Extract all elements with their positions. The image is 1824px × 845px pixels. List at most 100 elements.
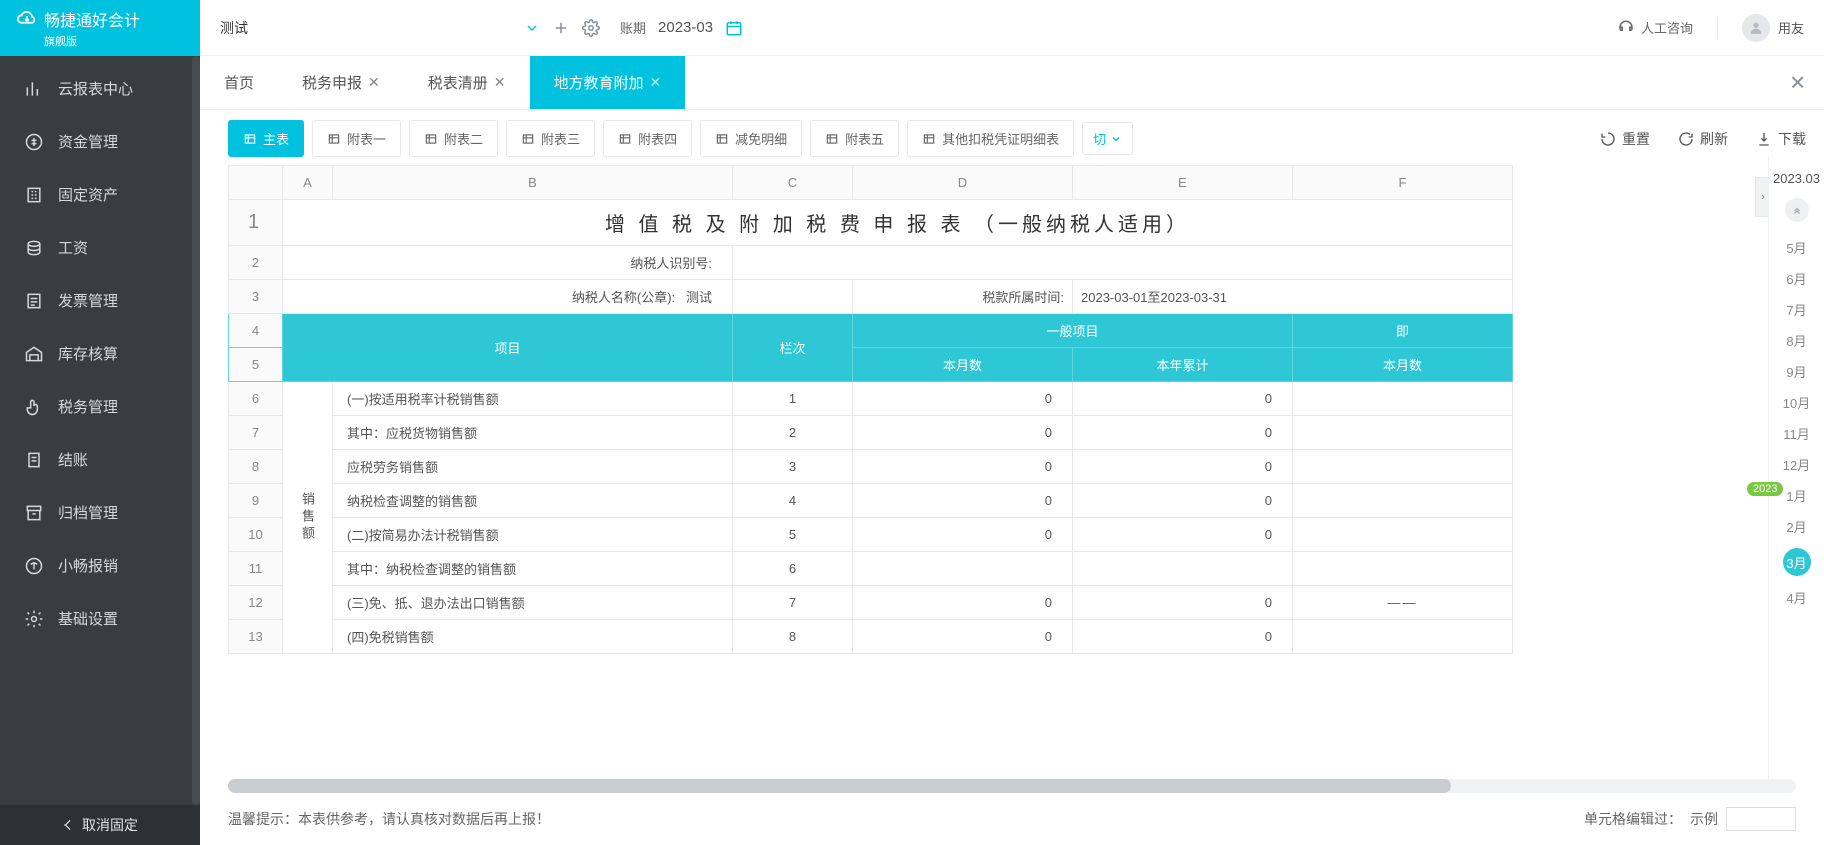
subtab[interactable]: 附表四 (603, 120, 692, 157)
calendar-icon[interactable] (725, 19, 743, 37)
column-header[interactable]: B (333, 166, 733, 200)
data-cell[interactable]: 0 (1073, 450, 1293, 484)
data-cell[interactable]: 纳税检查调整的销售额 (333, 484, 733, 518)
scroll-up-button[interactable] (1785, 198, 1809, 222)
tab-close-icon[interactable]: ✕ (368, 74, 380, 91)
data-cell[interactable] (1293, 552, 1513, 586)
data-cell[interactable]: 7 (733, 586, 853, 620)
data-cell[interactable]: 0 (853, 484, 1073, 518)
data-cell[interactable] (1073, 552, 1293, 586)
data-cell[interactable]: 2 (733, 416, 853, 450)
sidebar-scrollbar[interactable] (192, 56, 200, 805)
data-cell[interactable] (1293, 484, 1513, 518)
sidebar-item-archive[interactable]: 归档管理 (0, 486, 200, 539)
tab-close-icon[interactable]: ✕ (494, 74, 506, 91)
switch-button[interactable]: 切 (1082, 122, 1133, 155)
rail-month[interactable]: 9月 (1769, 356, 1824, 387)
data-cell[interactable]: 0 (1073, 518, 1293, 552)
data-cell[interactable]: 0 (853, 518, 1073, 552)
data-cell[interactable]: 0 (853, 450, 1073, 484)
sidebar-item-warehouse[interactable]: 库存核算 (0, 327, 200, 380)
data-cell[interactable] (1293, 620, 1513, 654)
data-cell[interactable] (853, 552, 1073, 586)
tab-close-icon[interactable]: ✕ (650, 74, 662, 91)
rail-month[interactable]: 4月 (1769, 582, 1824, 613)
user-menu[interactable]: 用友 (1742, 14, 1804, 42)
spreadsheet[interactable]: ABCDEF1增 值 税 及 附 加 税 费 申 报 表 （一般纳税人适用）2纳… (200, 157, 1768, 779)
data-cell[interactable] (1293, 518, 1513, 552)
data-cell[interactable]: 0 (1073, 416, 1293, 450)
data-cell[interactable]: 0 (1073, 620, 1293, 654)
data-cell[interactable]: 0 (853, 416, 1073, 450)
rail-month[interactable]: 6月 (1769, 263, 1824, 294)
rail-month[interactable]: 2月 (1769, 511, 1824, 542)
tab[interactable]: 税务申报✕ (278, 56, 404, 109)
data-cell[interactable]: 0 (1073, 484, 1293, 518)
data-cell[interactable]: (一)按适用税率计税销售额 (333, 382, 733, 416)
data-cell[interactable]: 0 (853, 382, 1073, 416)
data-cell[interactable]: 0 (1073, 382, 1293, 416)
data-cell[interactable]: 3 (733, 450, 853, 484)
data-cell[interactable] (1293, 416, 1513, 450)
data-cell[interactable]: (三)免、抵、退办法出口销售额 (333, 586, 733, 620)
data-cell[interactable]: 8 (733, 620, 853, 654)
reset-button[interactable]: 重置 (1600, 129, 1650, 149)
gear-icon[interactable] (582, 19, 600, 37)
close-all-tabs[interactable]: ✕ (1789, 70, 1806, 95)
rail-month[interactable]: 8月 (1769, 325, 1824, 356)
subtab[interactable]: 附表三 (506, 120, 595, 157)
sidebar-item-chart[interactable]: 云报表中心 (0, 62, 200, 115)
subtab[interactable]: 减免明细 (700, 120, 802, 157)
data-cell[interactable]: (四)免税销售额 (333, 620, 733, 654)
data-cell[interactable]: (二)按简易办法计税销售额 (333, 518, 733, 552)
column-header[interactable]: E (1073, 166, 1293, 200)
rail-month[interactable]: 11月 (1769, 418, 1824, 449)
data-cell[interactable] (1293, 382, 1513, 416)
sidebar-item-invoice[interactable]: 发票管理 (0, 274, 200, 327)
horizontal-scrollbar[interactable] (228, 779, 1796, 793)
data-cell[interactable]: 1 (733, 382, 853, 416)
rail-month[interactable]: 3月 (1769, 542, 1824, 582)
tab[interactable]: 地方教育附加✕ (530, 56, 686, 109)
unpin-button[interactable]: 取消固定 (0, 805, 200, 845)
scrollbar-thumb[interactable] (228, 779, 1451, 793)
rail-month[interactable]: 12月 (1769, 449, 1824, 480)
subtab[interactable]: 附表一 (312, 120, 401, 157)
tab[interactable]: 税表清册✕ (404, 56, 530, 109)
data-cell[interactable] (1293, 450, 1513, 484)
data-cell[interactable]: 4 (733, 484, 853, 518)
rail-month[interactable]: 7月 (1769, 294, 1824, 325)
support-button[interactable]: 人工咨询 (1617, 18, 1693, 37)
org-selector[interactable]: 测试 (220, 12, 540, 44)
download-button[interactable]: 下载 (1756, 129, 1806, 149)
sidebar-item-coins[interactable]: 工资 (0, 221, 200, 274)
sidebar-item-doc[interactable]: 结账 (0, 433, 200, 486)
subtab[interactable]: 附表五 (810, 120, 899, 157)
rail-month[interactable]: 5月 (1769, 232, 1824, 263)
data-cell[interactable]: —— (1293, 586, 1513, 620)
subtab[interactable]: 主表 (228, 120, 304, 157)
plus-icon[interactable] (552, 19, 570, 37)
column-header[interactable]: D (853, 166, 1073, 200)
data-cell[interactable]: 0 (853, 620, 1073, 654)
refresh-button[interactable]: 刷新 (1678, 129, 1728, 149)
sidebar-item-building[interactable]: 固定资产 (0, 168, 200, 221)
column-header[interactable]: A (283, 166, 333, 200)
data-cell[interactable]: 其中：纳税检查调整的销售额 (333, 552, 733, 586)
data-cell[interactable]: 0 (1073, 586, 1293, 620)
subtab[interactable]: 附表二 (409, 120, 498, 157)
data-cell[interactable]: 6 (733, 552, 853, 586)
sidebar-item-money[interactable]: 资金管理 (0, 115, 200, 168)
tab[interactable]: 首页 (200, 56, 278, 109)
column-header[interactable]: F (1293, 166, 1513, 200)
sidebar-item-hand[interactable]: 税务管理 (0, 380, 200, 433)
subtab[interactable]: 其他扣税凭证明细表 (907, 120, 1074, 157)
data-cell[interactable]: 应税劳务销售额 (333, 450, 733, 484)
rail-month[interactable]: 10月 (1769, 387, 1824, 418)
rail-month[interactable]: 20231月 (1769, 480, 1824, 511)
expand-handle[interactable] (1755, 177, 1769, 217)
data-cell[interactable]: 5 (733, 518, 853, 552)
data-cell[interactable]: 其中：应税货物销售额 (333, 416, 733, 450)
sidebar-item-reimburse[interactable]: 小畅报销 (0, 539, 200, 592)
column-header[interactable]: C (733, 166, 853, 200)
